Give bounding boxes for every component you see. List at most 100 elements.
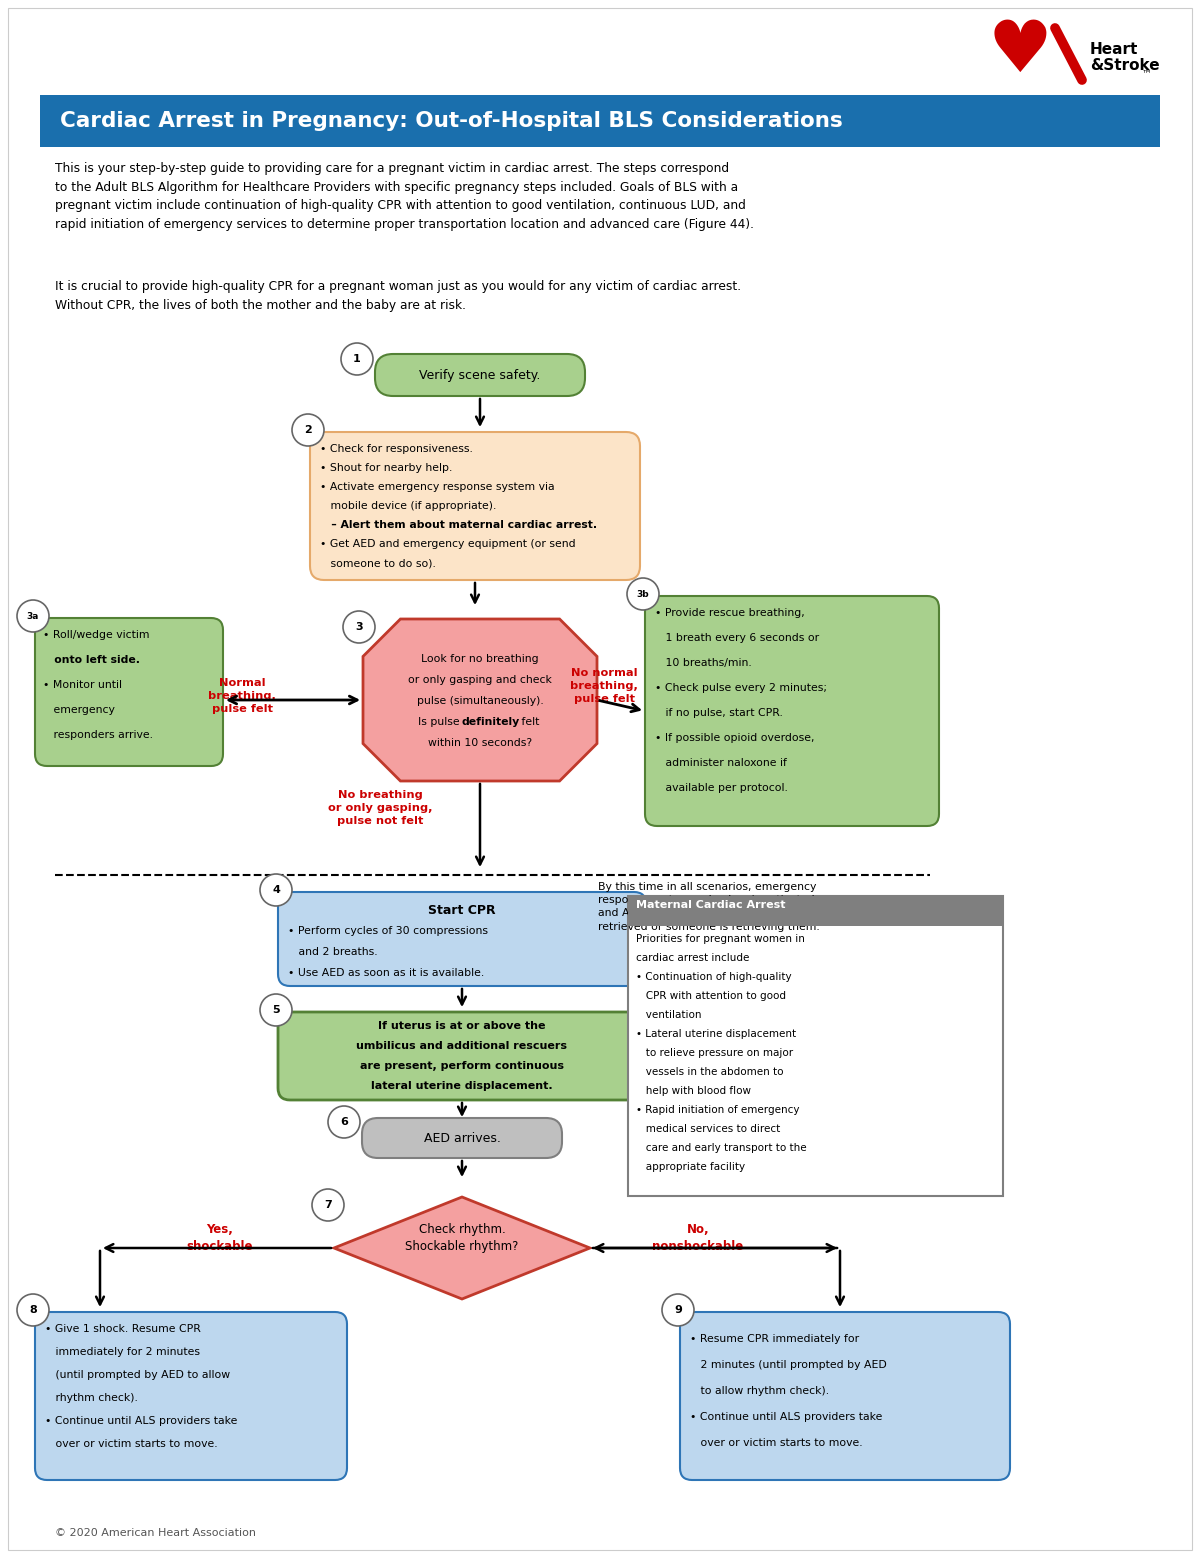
Circle shape	[260, 874, 292, 907]
Text: – Alert them about maternal cardiac arrest.: – Alert them about maternal cardiac arre…	[320, 520, 598, 530]
Text: administer naloxone if: administer naloxone if	[655, 759, 787, 768]
Text: (until prompted by AED to allow: (until prompted by AED to allow	[46, 1369, 230, 1380]
Text: someone to do so).: someone to do so).	[320, 558, 436, 569]
Text: 7: 7	[324, 1200, 332, 1211]
Circle shape	[17, 600, 49, 633]
Text: • Continuation of high-quality: • Continuation of high-quality	[636, 972, 792, 982]
Circle shape	[343, 611, 374, 643]
Text: Heart: Heart	[1090, 42, 1139, 58]
Text: • Lateral uterine displacement: • Lateral uterine displacement	[636, 1028, 796, 1039]
Text: vessels in the abdomen to: vessels in the abdomen to	[636, 1067, 784, 1077]
Text: 4: 4	[272, 885, 280, 894]
Circle shape	[662, 1295, 694, 1326]
Text: to allow rhythm check).: to allow rhythm check).	[690, 1387, 829, 1396]
Text: felt: felt	[518, 717, 539, 728]
Text: 8: 8	[29, 1306, 37, 1315]
Text: to relieve pressure on major: to relieve pressure on major	[636, 1049, 793, 1058]
Text: • Use AED as soon as it is available.: • Use AED as soon as it is available.	[288, 968, 485, 978]
Text: This is your step-by-step guide to providing care for a pregnant victim in cardi: This is your step-by-step guide to provi…	[55, 162, 754, 231]
Text: • Continue until ALS providers take: • Continue until ALS providers take	[46, 1416, 238, 1426]
Text: Priorities for pregnant women in: Priorities for pregnant women in	[636, 933, 805, 944]
Text: 2 minutes (until prompted by AED: 2 minutes (until prompted by AED	[690, 1360, 887, 1369]
Text: cardiac arrest include: cardiac arrest include	[636, 953, 749, 963]
FancyBboxPatch shape	[310, 432, 640, 580]
Text: • Shout for nearby help.: • Shout for nearby help.	[320, 463, 452, 474]
Text: 1 breath every 6 seconds or: 1 breath every 6 seconds or	[655, 633, 820, 643]
FancyBboxPatch shape	[35, 1312, 347, 1480]
Text: 10 breaths/min.: 10 breaths/min.	[655, 657, 751, 668]
Text: If uterus is at or above the: If uterus is at or above the	[378, 1020, 546, 1031]
FancyBboxPatch shape	[35, 619, 223, 767]
Text: Look for no breathing: Look for no breathing	[421, 654, 539, 664]
Text: 3b: 3b	[637, 589, 649, 598]
Text: • Give 1 shock. Resume CPR: • Give 1 shock. Resume CPR	[46, 1324, 200, 1334]
Text: emergency: emergency	[43, 706, 115, 715]
Text: Yes,
shockable: Yes, shockable	[187, 1223, 253, 1253]
Text: • Activate emergency response system via: • Activate emergency response system via	[320, 481, 554, 492]
Circle shape	[292, 414, 324, 446]
Text: CPR with attention to good: CPR with attention to good	[636, 991, 786, 1000]
Text: 3: 3	[355, 622, 362, 633]
Text: are present, perform continuous: are present, perform continuous	[360, 1061, 564, 1070]
Circle shape	[341, 343, 373, 375]
Text: and 2 breaths.: and 2 breaths.	[288, 947, 378, 957]
Text: • Resume CPR immediately for: • Resume CPR immediately for	[690, 1334, 859, 1345]
Text: 2: 2	[304, 425, 312, 435]
Text: ventilation: ventilation	[636, 1010, 702, 1020]
FancyBboxPatch shape	[646, 597, 940, 826]
FancyBboxPatch shape	[278, 893, 646, 986]
Text: Maternal Cardiac Arrest: Maternal Cardiac Arrest	[636, 901, 786, 910]
Text: appropriate facility: appropriate facility	[636, 1162, 745, 1172]
Text: responders arrive.: responders arrive.	[43, 731, 154, 740]
FancyBboxPatch shape	[628, 896, 1003, 925]
Text: within 10 seconds?: within 10 seconds?	[428, 738, 532, 748]
Text: pulse (simultaneously).: pulse (simultaneously).	[416, 696, 544, 706]
Text: • Perform cycles of 30 compressions: • Perform cycles of 30 compressions	[288, 925, 488, 936]
Text: By this time in all scenarios, emergency
response system or backup is activated,: By this time in all scenarios, emergency…	[598, 882, 820, 932]
Text: immediately for 2 minutes: immediately for 2 minutes	[46, 1348, 200, 1357]
Text: help with blood flow: help with blood flow	[636, 1086, 751, 1095]
FancyBboxPatch shape	[278, 1013, 646, 1100]
Text: ™: ™	[1142, 69, 1152, 78]
Text: AED arrives.: AED arrives.	[424, 1131, 500, 1145]
Text: • Rapid initiation of emergency: • Rapid initiation of emergency	[636, 1105, 799, 1116]
Text: • Roll/wedge victim: • Roll/wedge victim	[43, 629, 150, 640]
Text: © 2020 American Heart Association: © 2020 American Heart Association	[55, 1528, 256, 1538]
Circle shape	[628, 578, 659, 611]
Text: No normal
breathing,
pulse felt: No normal breathing, pulse felt	[570, 668, 638, 704]
Text: • Continue until ALS providers take: • Continue until ALS providers take	[690, 1412, 882, 1422]
Text: umbilicus and additional rescuers: umbilicus and additional rescuers	[356, 1041, 568, 1052]
Polygon shape	[364, 619, 598, 781]
Text: 9: 9	[674, 1306, 682, 1315]
Circle shape	[312, 1189, 344, 1221]
Text: care and early transport to the: care and early transport to the	[636, 1144, 806, 1153]
Text: medical services to direct: medical services to direct	[636, 1123, 780, 1134]
Text: • Check for responsiveness.: • Check for responsiveness.	[320, 444, 473, 453]
Text: No breathing
or only gasping,
pulse not felt: No breathing or only gasping, pulse not …	[328, 790, 432, 826]
Text: over or victim starts to move.: over or victim starts to move.	[690, 1438, 863, 1447]
Text: Start CPR: Start CPR	[428, 904, 496, 918]
Text: ♥: ♥	[988, 17, 1052, 87]
FancyBboxPatch shape	[40, 95, 1160, 146]
Text: if no pulse, start CPR.: if no pulse, start CPR.	[655, 707, 782, 718]
Text: • If possible opioid overdose,: • If possible opioid overdose,	[655, 732, 815, 743]
Text: 3a: 3a	[26, 611, 40, 620]
Polygon shape	[334, 1197, 590, 1299]
Text: 5: 5	[272, 1005, 280, 1014]
Text: 1: 1	[353, 354, 361, 365]
FancyBboxPatch shape	[628, 896, 1003, 1197]
Circle shape	[328, 1106, 360, 1137]
Text: Normal
breathing,
pulse felt: Normal breathing, pulse felt	[208, 678, 276, 715]
Text: • Get AED and emergency equipment (or send: • Get AED and emergency equipment (or se…	[320, 539, 576, 548]
FancyBboxPatch shape	[374, 354, 586, 396]
Text: mobile device (if appropriate).: mobile device (if appropriate).	[320, 502, 497, 511]
Text: It is crucial to provide high-quality CPR for a pregnant woman just as you would: It is crucial to provide high-quality CP…	[55, 280, 742, 312]
Text: • Provide rescue breathing,: • Provide rescue breathing,	[655, 608, 805, 619]
Text: definitely: definitely	[462, 717, 521, 728]
Text: lateral uterine displacement.: lateral uterine displacement.	[371, 1081, 553, 1091]
Text: 6: 6	[340, 1117, 348, 1126]
Text: or only gasping and check: or only gasping and check	[408, 675, 552, 686]
Text: Verify scene safety.: Verify scene safety.	[419, 369, 541, 382]
Text: available per protocol.: available per protocol.	[655, 784, 788, 793]
Circle shape	[17, 1295, 49, 1326]
